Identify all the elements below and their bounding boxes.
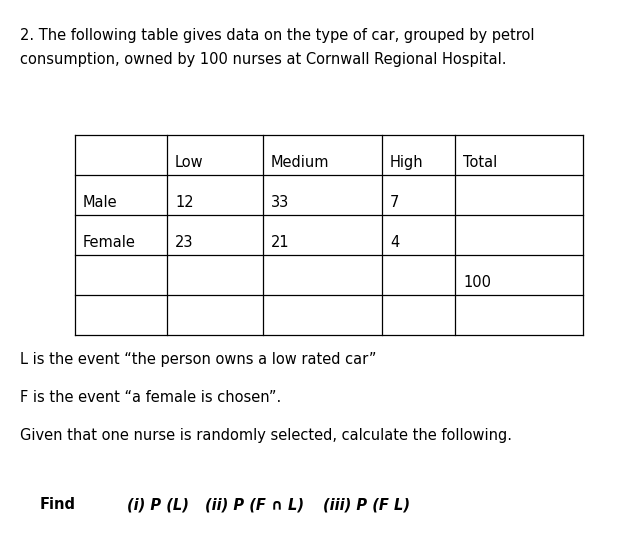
Text: (i) P (L): (i) P (L) [127, 497, 189, 512]
Text: 7: 7 [390, 195, 399, 210]
Text: L is the event “the person owns a low rated car”: L is the event “the person owns a low ra… [20, 352, 377, 367]
Text: (iii) P (F L): (iii) P (F L) [323, 497, 410, 512]
Text: Low: Low [175, 155, 204, 170]
Text: Male: Male [83, 195, 117, 210]
Text: Total: Total [463, 155, 497, 170]
Text: Find: Find [40, 497, 76, 512]
Text: 12: 12 [175, 195, 194, 210]
Text: consumption, owned by 100 nurses at Cornwall Regional Hospital.: consumption, owned by 100 nurses at Corn… [20, 52, 507, 67]
Text: F is the event “a female is chosen”.: F is the event “a female is chosen”. [20, 390, 281, 405]
Text: (ii) P (F ∩ L): (ii) P (F ∩ L) [205, 497, 304, 512]
Text: Given that one nurse is randomly selected, calculate the following.: Given that one nurse is randomly selecte… [20, 428, 512, 443]
Text: 4: 4 [390, 235, 399, 250]
Text: 21: 21 [271, 235, 290, 250]
Text: Medium: Medium [271, 155, 329, 170]
Text: 2. The following table gives data on the type of car, grouped by petrol: 2. The following table gives data on the… [20, 28, 534, 43]
Text: 23: 23 [175, 235, 194, 250]
Text: Female: Female [83, 235, 136, 250]
Text: High: High [390, 155, 423, 170]
Text: 33: 33 [271, 195, 289, 210]
Text: 100: 100 [463, 275, 491, 290]
